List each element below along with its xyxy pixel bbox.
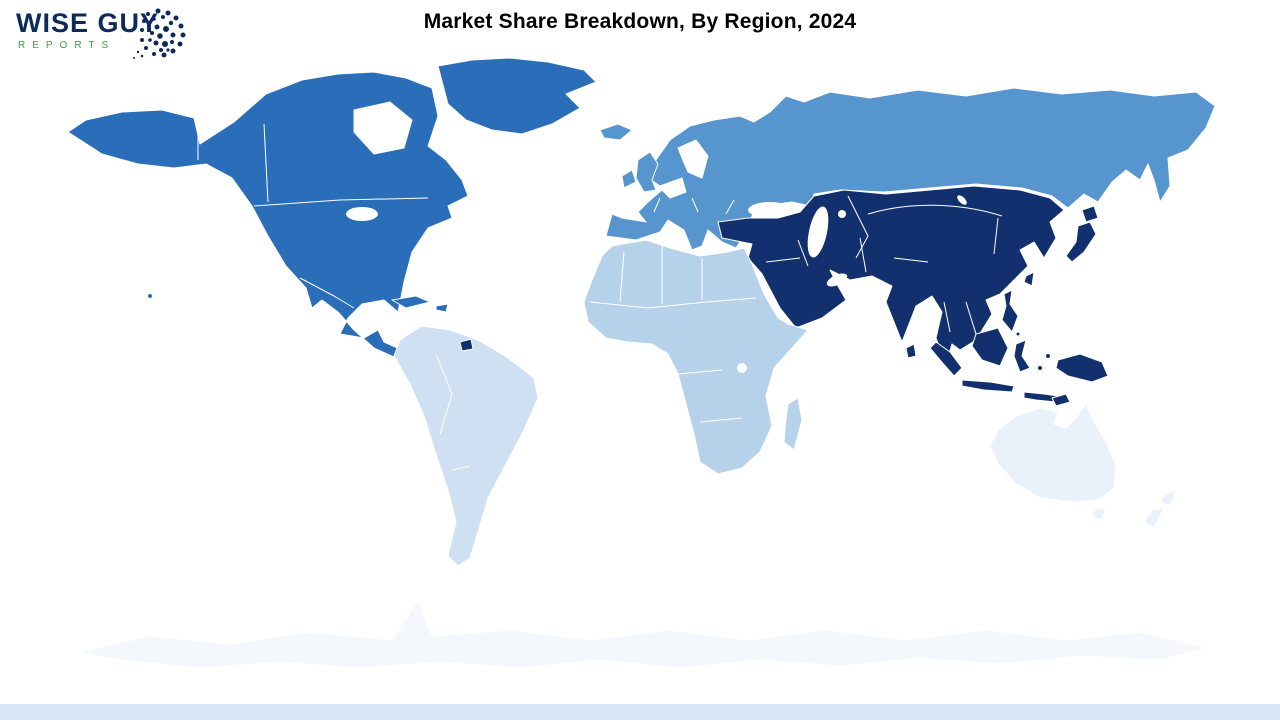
dotted-head-icon (133, 8, 186, 59)
inland-seas (346, 195, 967, 373)
map-region-south-america (393, 325, 539, 567)
map-region-antarctica (77, 599, 1207, 669)
wise-guy-reports-logo: WISE GUY REPORTS (16, 8, 186, 59)
map-region-north-america (67, 57, 597, 359)
chart-title: Market Share Breakdown, By Region, 2024 (423, 10, 857, 33)
map-region-asia-pacific (717, 185, 1109, 407)
map-region-french-guiana (459, 338, 474, 352)
country-borders (197, 122, 1003, 471)
bottom-band (0, 704, 1280, 720)
logo-sub-text: REPORTS (18, 40, 116, 51)
map-region-oceania (989, 403, 1177, 529)
logo-name-text: WISE GUY (16, 8, 160, 38)
